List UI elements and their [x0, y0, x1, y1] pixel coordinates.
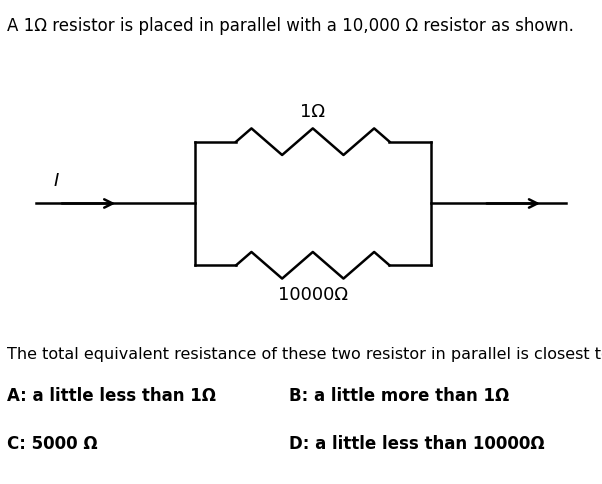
Text: 1Ω: 1Ω — [300, 103, 325, 121]
Text: B: a little more than 1Ω: B: a little more than 1Ω — [289, 387, 509, 405]
Text: I: I — [54, 172, 59, 190]
Text: The total equivalent resistance of these two resistor in parallel is closest to.: The total equivalent resistance of these… — [7, 347, 602, 362]
Text: D: a little less than 10000Ω: D: a little less than 10000Ω — [289, 434, 545, 452]
Text: C: 5000 Ω: C: 5000 Ω — [7, 434, 98, 452]
Text: 10000Ω: 10000Ω — [278, 286, 348, 303]
Text: A 1Ω resistor is placed in parallel with a 10,000 Ω resistor as shown.: A 1Ω resistor is placed in parallel with… — [7, 16, 574, 35]
Text: A: a little less than 1Ω: A: a little less than 1Ω — [7, 387, 216, 405]
